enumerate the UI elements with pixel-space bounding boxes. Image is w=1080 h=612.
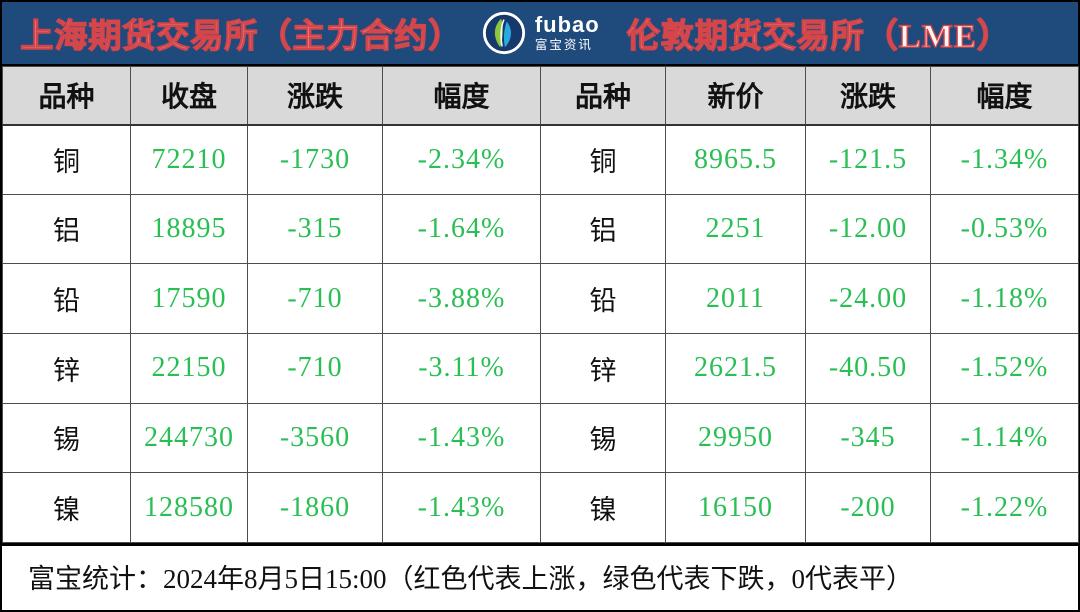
value-cell: 2011 [665,263,806,334]
value-cell: 2621.5 [665,332,806,404]
shfe-title: 上海期货交易所（主力合约） [20,18,463,55]
fubao-logo: fubao 富宝资讯 [481,10,600,56]
shfe-title-wrap: 上海期货交易所（主力合约） [2,9,481,57]
col-header-lme-pct: 幅度 [930,66,1079,126]
header-bar: 上海期货交易所（主力合约） fubao 富宝资讯 伦敦期货交易所（LME） [2,2,1078,66]
price-table: 品种 收盘 涨跌 幅度 品种 新价 涨跌 幅度 铜 72210 -1730 -2.34… [2,66,1079,543]
value-cell: -1.18% [930,263,1079,334]
value-cell: 128580 [130,472,248,543]
logo-subtitle: 富宝资讯 [534,38,593,53]
col-header-shfe-close: 收盘 [130,66,248,126]
value-cell: -200 [805,472,931,543]
value-cell: -3560 [247,402,383,474]
col-header-lme-metal: 品种 [540,66,666,126]
logo-wordmark: fubao [534,12,600,38]
value-cell: -12.00 [805,193,931,265]
value-cell: -1.22% [930,472,1079,543]
col-header-shfe-metal: 品种 [2,66,131,126]
value-cell: -40.50 [805,332,931,404]
value-cell: -1.34% [930,124,1079,195]
price-table-body: 铜 72210 -1730 -2.34% 铜 8965.5 -121.5 -1.34% 铝 188… [2,124,1079,543]
value-cell: -0.53% [930,193,1079,265]
value-cell: -345 [805,402,931,474]
col-header-lme-change: 涨跌 [805,66,931,126]
value-cell: -1.43% [382,472,541,543]
logo-text: fubao 富宝资讯 [535,14,600,52]
value-cell: 29950 [665,402,806,474]
value-cell: -3.11% [382,332,541,404]
metal-name-cell: 镍 [2,472,131,543]
footer-note: 富宝统计：2024年8月5日15:00（红色代表上涨，绿色代表下跌，0代表平） [28,564,914,594]
value-cell: -24.00 [805,263,931,334]
column-header-row: 品种 收盘 涨跌 幅度 品种 新价 涨跌 幅度 [2,66,1079,126]
metal-name-cell: 铜 [540,124,666,195]
value-cell: -1.43% [382,402,541,474]
fubao-leaf-circle-icon [482,11,525,55]
value-cell: 22150 [130,332,248,404]
lme-title-wrap: 伦敦期货交易所（LME） [600,9,1078,57]
col-header-shfe-pct: 幅度 [382,66,541,126]
value-cell: 2251 [665,193,806,265]
metal-name-cell: 锌 [2,332,131,404]
value-cell: 18895 [130,193,248,265]
footer-bar: 富宝统计：2024年8月5日15:00（红色代表上涨，绿色代表下跌，0代表平） [2,543,1078,607]
value-cell: 16150 [665,472,806,543]
metal-name-cell: 铅 [2,263,131,334]
table-row: 铝 18895 -315 -1.64% 铝 2251 -12.00 -0.53% [2,193,1079,265]
value-cell: -1.52% [930,332,1079,404]
value-cell: -1730 [247,124,383,195]
table-row: 镍 128580 -1860 -1.43% 镍 16150 -200 -1.22% [2,472,1079,543]
value-cell: 244730 [130,402,248,474]
metal-name-cell: 铅 [540,263,666,334]
value-cell: 8965.5 [665,124,806,195]
metal-name-cell: 锡 [540,402,666,474]
col-header-shfe-change: 涨跌 [247,66,383,126]
col-header-lme-price: 新价 [665,66,806,126]
value-cell: -710 [247,263,383,334]
table-row: 铜 72210 -1730 -2.34% 铜 8965.5 -121.5 -1.34% [2,124,1079,195]
value-cell: -710 [247,332,383,404]
value-cell: -315 [247,193,383,265]
value-cell: 72210 [130,124,248,195]
value-cell: -1.64% [382,193,541,265]
value-cell: -1.14% [930,402,1079,474]
value-cell: -1860 [247,472,383,543]
table-row: 锌 22150 -710 -3.11% 锌 2621.5 -40.50 -1.52% [2,332,1079,404]
metal-name-cell: 铜 [2,124,131,195]
metal-name-cell: 镍 [540,472,666,543]
table-row: 锡 244730 -3560 -1.43% 锡 29950 -345 -1.14% [2,402,1079,474]
lme-title: 伦敦期货交易所（LME） [626,18,1011,55]
value-cell: -3.88% [382,263,541,334]
value-cell: 17590 [130,263,248,334]
metal-name-cell: 锌 [540,332,666,404]
value-cell: -121.5 [805,124,931,195]
table-row: 铅 17590 -710 -3.88% 铅 2011 -24.00 -1.18% [2,263,1079,334]
metal-name-cell: 铝 [540,193,666,265]
value-cell: -2.34% [382,124,541,195]
metal-name-cell: 铝 [2,193,131,265]
metal-name-cell: 锡 [2,402,131,474]
